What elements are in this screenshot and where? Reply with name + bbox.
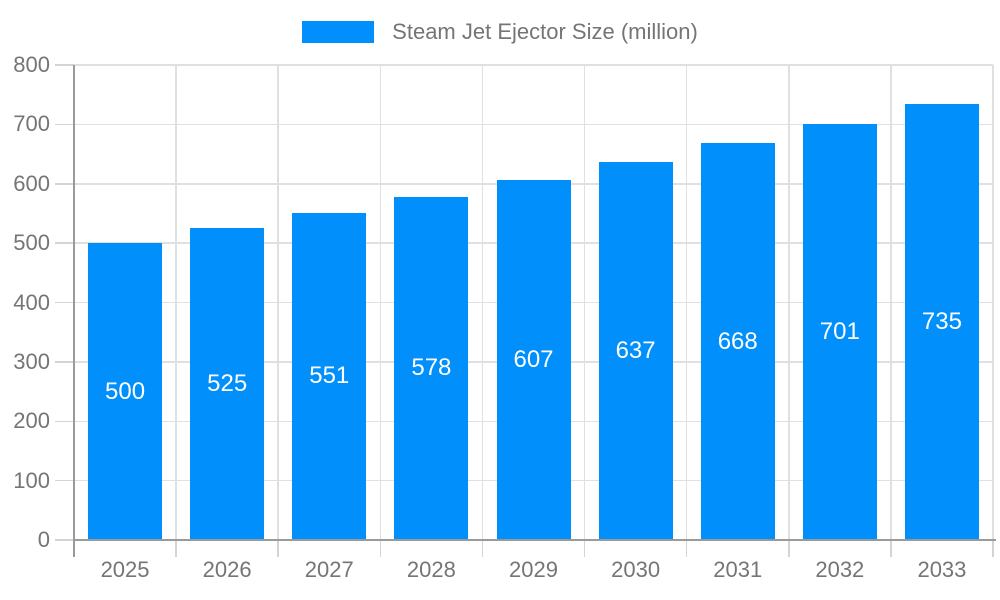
x-axis-tick	[992, 540, 994, 557]
bar-2025[interactable]: 500	[88, 243, 163, 540]
bar-2027[interactable]: 551	[292, 212, 367, 540]
x-axis-label: 2026	[202, 557, 252, 582]
y-axis-line	[72, 65, 75, 557]
bar-value-label: 701	[819, 317, 860, 345]
bar-value-label: 637	[615, 336, 656, 364]
y-axis-tick	[55, 539, 74, 541]
gridline-vertical	[175, 65, 177, 540]
bar-2030[interactable]: 637	[598, 161, 673, 540]
bar-value-label: 578	[411, 354, 452, 382]
x-axis-label: 2031	[713, 557, 763, 582]
y-axis-tick	[55, 183, 74, 185]
gridline-vertical	[992, 65, 994, 540]
bar-2032[interactable]: 701	[802, 123, 877, 540]
gridline-vertical	[481, 65, 484, 540]
bar-value-label: 500	[105, 377, 146, 405]
y-axis-tick	[55, 301, 74, 304]
bar-value-label: 668	[717, 327, 758, 355]
legend-label: Steam Jet Ejector Size (million)	[392, 19, 698, 44]
x-axis-label: 2025	[100, 557, 150, 582]
y-axis-label: 100	[13, 467, 50, 493]
gridline-horizontal	[74, 64, 993, 66]
bar-2028[interactable]: 578	[394, 196, 469, 540]
x-axis-tick	[685, 540, 688, 557]
bar-2026[interactable]: 525	[190, 228, 265, 540]
bar-2031[interactable]: 668	[700, 143, 775, 540]
y-axis-tick	[55, 242, 74, 244]
x-axis-tick	[583, 540, 586, 557]
gridline-vertical	[583, 65, 586, 540]
gridline-vertical	[379, 65, 382, 540]
x-axis-label: 2029	[509, 557, 558, 582]
x-axis-label: 2030	[611, 557, 661, 582]
y-axis-label: 400	[13, 289, 50, 315]
gridline-vertical	[890, 65, 892, 540]
bar-value-label: 551	[309, 362, 350, 390]
x-axis-tick	[481, 540, 484, 557]
x-axis-tick	[175, 540, 177, 557]
y-axis-tick	[55, 479, 74, 482]
legend-swatch	[302, 21, 375, 43]
x-axis-tick	[890, 540, 892, 557]
x-axis-label: 2027	[304, 557, 354, 582]
x-axis-label: 2028	[406, 557, 456, 582]
x-axis-line	[72, 538, 996, 541]
legend-item[interactable]: Steam Jet Ejector Size (million)	[302, 20, 698, 44]
y-axis-tick	[55, 420, 74, 422]
y-axis-tick	[55, 64, 74, 66]
y-axis-label: 600	[13, 170, 50, 196]
y-axis-label: 800	[13, 52, 50, 77]
y-axis-tick	[55, 361, 74, 363]
y-axis-label: 0	[37, 527, 50, 552]
x-axis-label: 2032	[815, 557, 865, 582]
bar-value-label: 735	[921, 307, 962, 335]
bar-2033[interactable]: 735	[904, 103, 979, 540]
y-axis-label: 300	[13, 348, 50, 374]
gridline-vertical	[788, 65, 790, 540]
y-axis-label: 700	[13, 111, 50, 137]
legend: Steam Jet Ejector Size (million)	[0, 20, 1000, 44]
bar-value-label: 525	[207, 370, 248, 398]
x-axis-tick	[788, 540, 790, 557]
x-axis-tick	[277, 540, 279, 557]
y-axis-label: 200	[13, 408, 50, 434]
bar-2029[interactable]: 607	[496, 179, 571, 540]
y-axis-label: 500	[13, 230, 50, 256]
x-axis-tick	[379, 540, 382, 557]
gridline-horizontal	[74, 123, 993, 126]
x-axis-label: 2033	[917, 557, 967, 582]
gridline-vertical	[685, 65, 688, 540]
y-axis-tick	[55, 123, 74, 126]
bar-value-label: 607	[513, 345, 554, 373]
gridline-vertical	[277, 65, 279, 540]
